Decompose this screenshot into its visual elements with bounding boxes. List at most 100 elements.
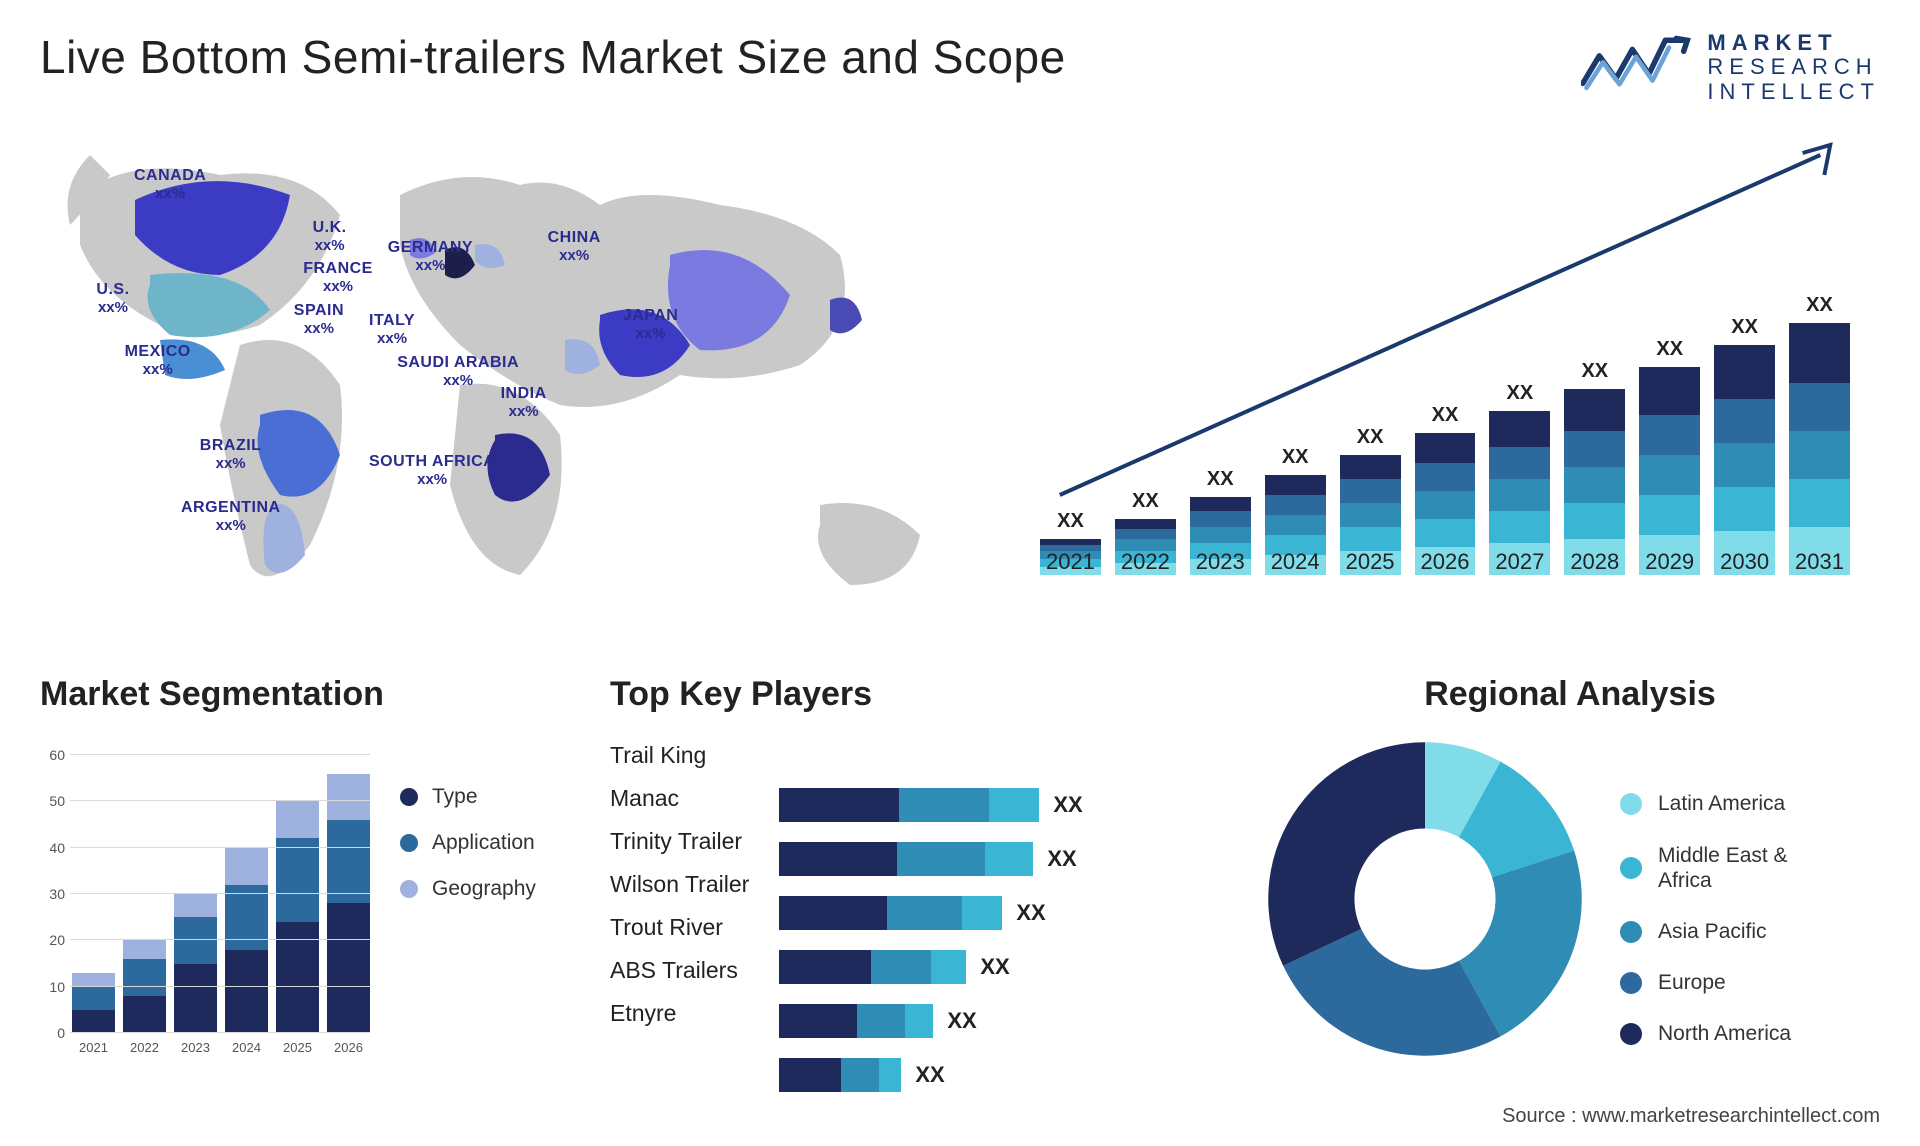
growth-bar-segment	[1639, 415, 1700, 455]
growth-x-axis: 2021202220232024202520262027202820292030…	[1040, 539, 1850, 575]
key-players-bars: XXXXXXXXXXXX	[779, 734, 1230, 1092]
key-player-bar-row: XX	[779, 950, 1230, 984]
growth-bar-segment	[1564, 503, 1625, 539]
logo-mark-icon	[1581, 30, 1691, 105]
key-player-bar	[779, 842, 1033, 876]
map-label-china: CHINAxx%	[548, 229, 601, 264]
legend-label: Asia Pacific	[1658, 919, 1767, 944]
segmentation-gridline	[70, 754, 370, 755]
key-player-bar-row: XX	[779, 788, 1230, 822]
growth-bar-value: XX	[1731, 316, 1758, 339]
growth-bar-segment	[1639, 455, 1700, 495]
legend-swatch-icon	[1620, 972, 1642, 994]
segmentation-legend: TypeApplicationGeography	[400, 785, 536, 901]
page: Live Bottom Semi-trailers Market Size an…	[0, 0, 1920, 1146]
growth-x-label: 2025	[1340, 539, 1401, 575]
growth-x-label: 2026	[1415, 539, 1476, 575]
segmentation-bar-segment	[174, 894, 217, 917]
growth-x-label: 2021	[1040, 539, 1101, 575]
bottom-row: Market Segmentation 20212022202320242025…	[40, 675, 1880, 1075]
growth-bar-segment	[1415, 491, 1476, 519]
growth-bar-2031: XX	[1789, 294, 1850, 575]
growth-x-label: 2027	[1489, 539, 1550, 575]
growth-bar-segment	[1714, 399, 1775, 443]
key-player-bar	[779, 1058, 901, 1092]
segmentation-ytick: 0	[40, 1025, 65, 1041]
growth-x-label: 2029	[1639, 539, 1700, 575]
logo-line2: RESEARCH	[1707, 55, 1880, 79]
key-player-bar-segment	[779, 842, 897, 876]
segmentation-gridline	[70, 893, 370, 894]
map-label-u-k-: U.K.xx%	[313, 219, 347, 254]
growth-bar-segment	[1115, 519, 1176, 529]
growth-bar-segment	[1340, 479, 1401, 503]
key-player-bar-value: XX	[947, 1008, 976, 1034]
segmentation-bar-2026	[327, 774, 370, 1033]
legend-label: Europe	[1658, 970, 1726, 995]
growth-bar-segment	[1789, 323, 1850, 383]
growth-bar-segment	[1415, 463, 1476, 491]
key-player-bar-segment	[779, 1058, 841, 1092]
segmentation-gridline	[70, 800, 370, 801]
segmentation-bar-2021	[72, 973, 115, 1033]
regional-legend-item: Latin America	[1620, 791, 1818, 816]
regional-legend-item: Asia Pacific	[1620, 919, 1818, 944]
map-label-japan: JAPANxx%	[623, 307, 679, 342]
map-label-argentina: ARGENTINAxx%	[181, 499, 281, 534]
growth-bar-value: XX	[1132, 490, 1159, 513]
growth-bar-segment	[1190, 497, 1251, 511]
growth-x-label: 2023	[1190, 539, 1251, 575]
segmentation-gridline	[70, 847, 370, 848]
growth-bar-value: XX	[1656, 338, 1683, 361]
source-attribution: Source : www.marketresearchintellect.com	[1502, 1105, 1880, 1128]
segmentation-legend-item: Geography	[400, 877, 536, 901]
segmentation-legend-item: Application	[400, 831, 536, 855]
segmentation-ytick: 40	[40, 840, 65, 856]
segmentation-bar-segment	[225, 848, 268, 885]
growth-bar-2030: XX	[1714, 316, 1775, 575]
segmentation-title: Market Segmentation	[40, 675, 580, 714]
key-player-name: Trinity Trailer	[610, 828, 749, 855]
growth-bar-value: XX	[1507, 382, 1534, 405]
segmentation-x-label: 2026	[327, 1040, 370, 1055]
segmentation-x-label: 2021	[72, 1040, 115, 1055]
growth-bar-segment	[1489, 479, 1550, 511]
growth-bar-chart: XXXXXXXXXXXXXXXXXXXXXX 20212022202320242…	[1010, 125, 1880, 645]
segmentation-x-label: 2023	[174, 1040, 217, 1055]
growth-bar-segment	[1639, 495, 1700, 535]
map-label-canada: CANADAxx%	[134, 167, 206, 202]
growth-bar-value: XX	[1432, 404, 1459, 427]
growth-bar-value: XX	[1057, 510, 1084, 533]
regional-legend-item: Europe	[1620, 970, 1818, 995]
legend-label: Latin America	[1658, 791, 1785, 816]
segmentation-gridline	[70, 939, 370, 940]
growth-bar-segment	[1639, 367, 1700, 415]
segmentation-ytick: 50	[40, 793, 65, 809]
key-player-bar-segment	[962, 896, 1002, 930]
legend-label: North America	[1658, 1021, 1791, 1046]
growth-bar-segment	[1265, 495, 1326, 515]
growth-bar-segment	[1714, 345, 1775, 399]
key-player-bar-segment	[899, 788, 989, 822]
growth-bar-segment	[1564, 389, 1625, 431]
segmentation-x-label: 2022	[123, 1040, 166, 1055]
map-label-india: INDIAxx%	[501, 385, 547, 420]
key-player-name: Wilson Trailer	[610, 871, 749, 898]
key-player-bar-row: XX	[779, 1058, 1230, 1092]
key-player-bar-value: XX	[1047, 846, 1076, 872]
key-player-bar-segment	[871, 950, 931, 984]
segmentation-bar-segment	[123, 996, 166, 1033]
key-player-bar-segment	[897, 842, 985, 876]
key-players-title: Top Key Players	[610, 675, 1230, 714]
growth-bar-segment	[1115, 529, 1176, 539]
legend-label: Geography	[432, 877, 536, 901]
growth-x-label: 2028	[1564, 539, 1625, 575]
logo-line3: INTELLECT	[1707, 80, 1880, 104]
segmentation-bar-2022	[123, 940, 166, 1033]
brand-logo: MARKET RESEARCH INTELLECT	[1581, 30, 1880, 105]
logo-line1: MARKET	[1707, 31, 1880, 55]
key-player-bar-value: XX	[980, 954, 1009, 980]
map-label-brazil: BRAZILxx%	[200, 437, 262, 472]
segmentation-bar-segment	[72, 1010, 115, 1033]
regional-legend-item: North America	[1620, 1021, 1818, 1046]
